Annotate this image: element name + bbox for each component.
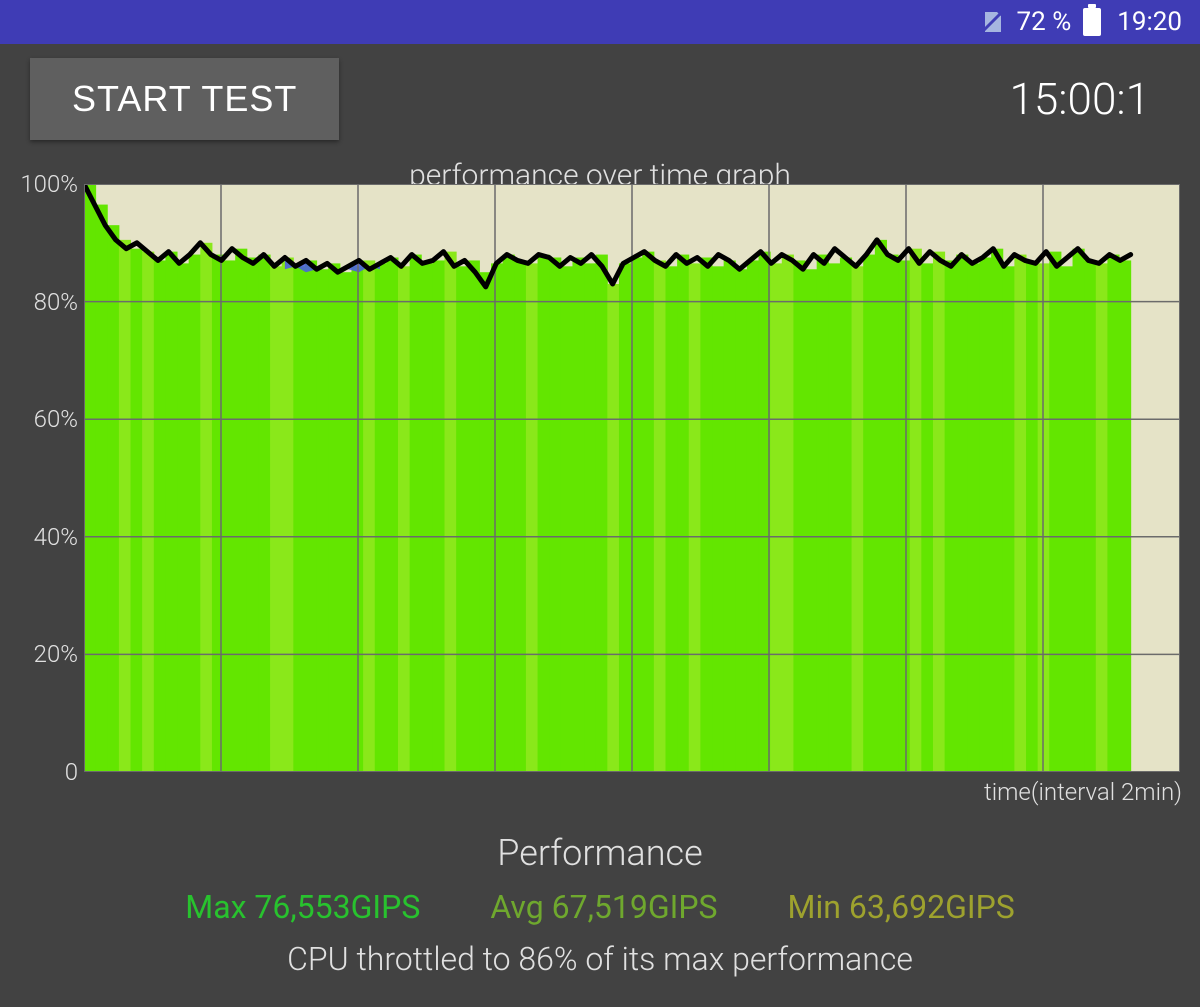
start-test-button[interactable]: START TEST bbox=[30, 58, 339, 140]
status-bar: 72 % 19:20 bbox=[0, 0, 1200, 44]
stats-row: Max 76,553GIPS Avg 67,519GIPS Min 63,692… bbox=[0, 888, 1200, 926]
performance-chart: performance over time graph 100%80%60%40… bbox=[0, 154, 1200, 814]
battery-icon bbox=[1083, 8, 1101, 36]
chart-plot bbox=[84, 184, 1180, 772]
y-tick-label: 0 bbox=[0, 758, 78, 786]
y-tick-label: 80% bbox=[0, 288, 78, 316]
test-timer: 15:00:1 bbox=[1009, 73, 1150, 125]
no-sim-icon bbox=[979, 9, 1005, 35]
y-tick-label: 100% bbox=[0, 170, 78, 198]
throttle-text: CPU throttled to 86% of its max performa… bbox=[0, 940, 1200, 978]
y-tick-label: 40% bbox=[0, 523, 78, 551]
y-tick-label: 20% bbox=[0, 640, 78, 668]
footer: Performance Max 76,553GIPS Avg 67,519GIP… bbox=[0, 814, 1200, 978]
stat-min: Min 63,692GIPS bbox=[788, 888, 1015, 926]
performance-heading: Performance bbox=[0, 832, 1200, 874]
y-tick-label: 60% bbox=[0, 405, 78, 433]
toolbar: START TEST 15:00:1 bbox=[0, 44, 1200, 154]
battery-percent: 72 % bbox=[1017, 7, 1072, 37]
stat-max: Max 76,553GIPS bbox=[185, 888, 420, 926]
x-axis-caption: time(interval 2min) bbox=[984, 778, 1182, 806]
status-time: 19:20 bbox=[1117, 7, 1182, 37]
stat-avg: Avg 67,519GIPS bbox=[490, 888, 717, 926]
